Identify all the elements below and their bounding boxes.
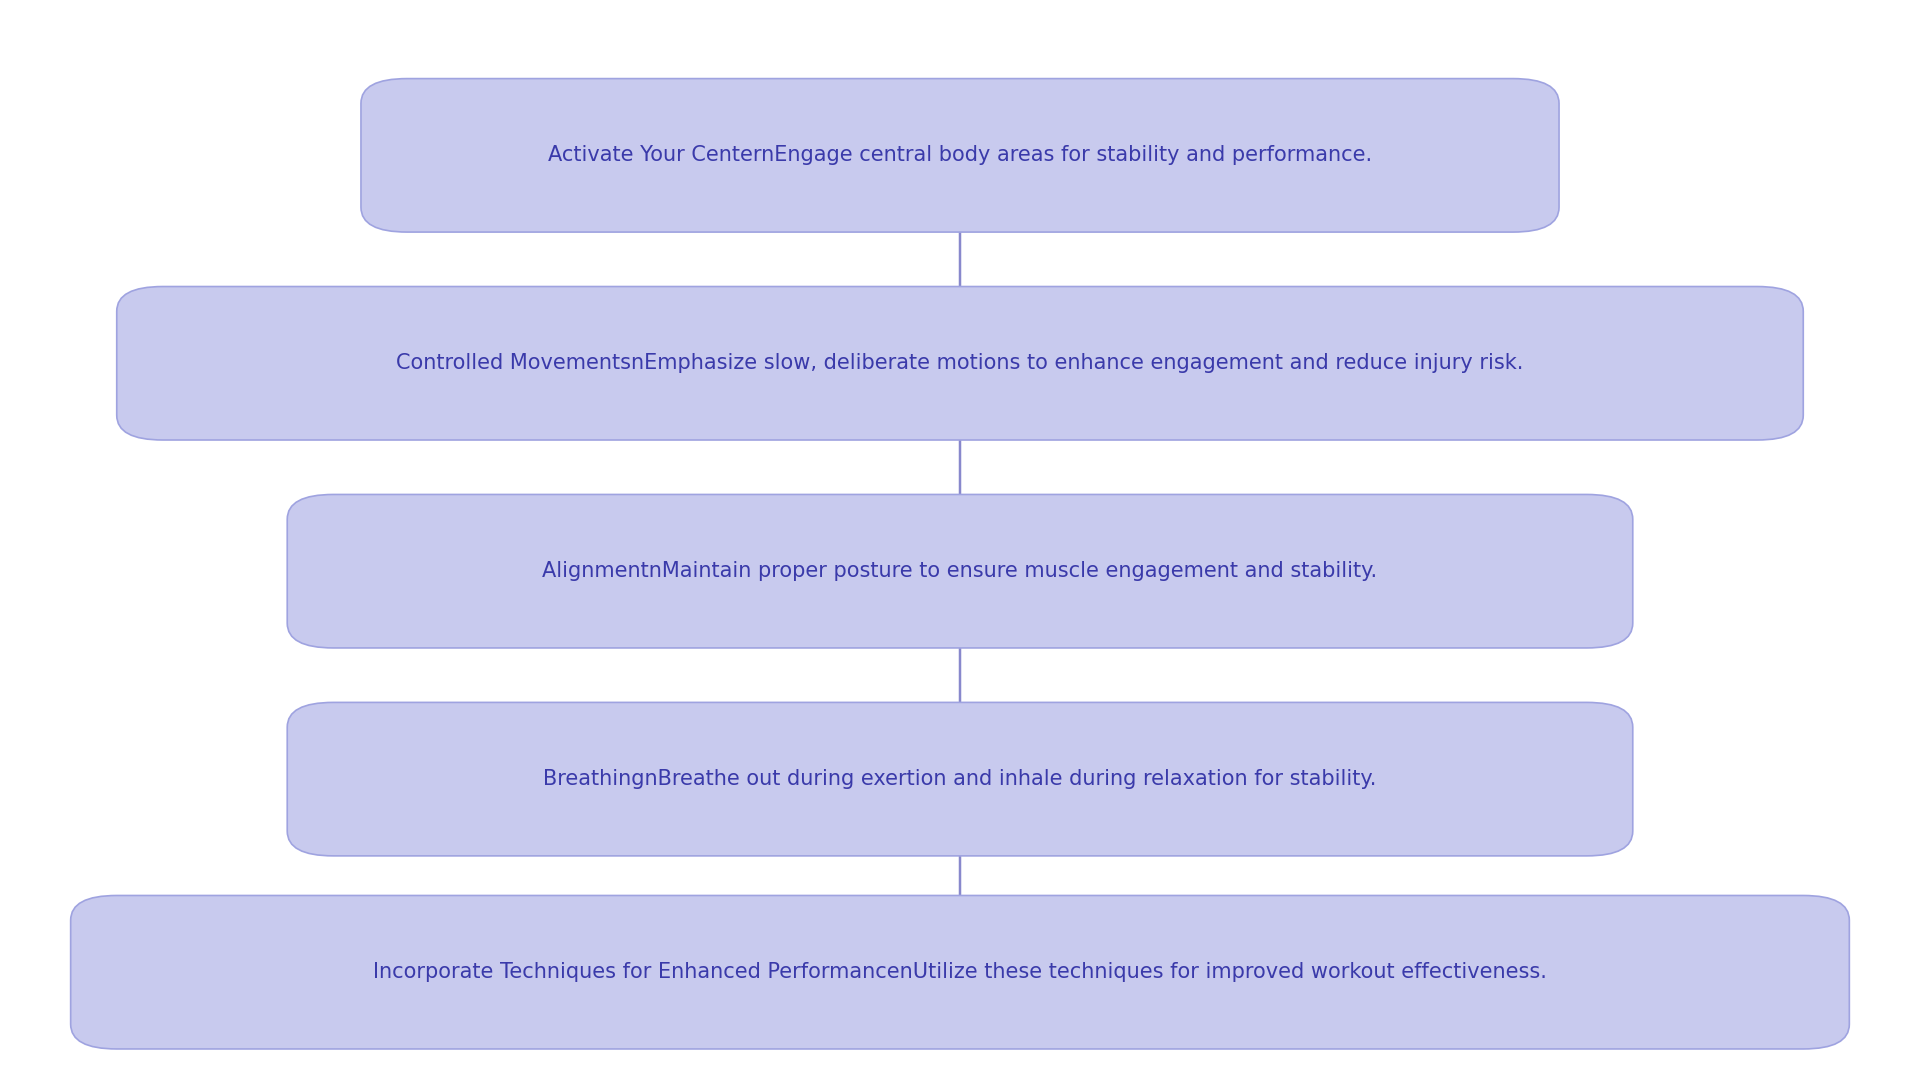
FancyBboxPatch shape: [288, 495, 1632, 648]
Text: Incorporate Techniques for Enhanced PerformancenUtilize these techniques for imp: Incorporate Techniques for Enhanced Perf…: [372, 962, 1548, 982]
FancyBboxPatch shape: [71, 896, 1849, 1049]
FancyBboxPatch shape: [361, 79, 1559, 232]
FancyBboxPatch shape: [288, 703, 1632, 856]
FancyBboxPatch shape: [117, 287, 1803, 440]
Text: AlignmentnMaintain proper posture to ensure muscle engagement and stability.: AlignmentnMaintain proper posture to ens…: [543, 561, 1377, 582]
Text: Controlled MovementsnEmphasize slow, deliberate motions to enhance engagement an: Controlled MovementsnEmphasize slow, del…: [396, 353, 1524, 374]
Text: BreathingnBreathe out during exertion and inhale during relaxation for stability: BreathingnBreathe out during exertion an…: [543, 769, 1377, 790]
Text: Activate Your CenternEngage central body areas for stability and performance.: Activate Your CenternEngage central body…: [547, 145, 1373, 166]
